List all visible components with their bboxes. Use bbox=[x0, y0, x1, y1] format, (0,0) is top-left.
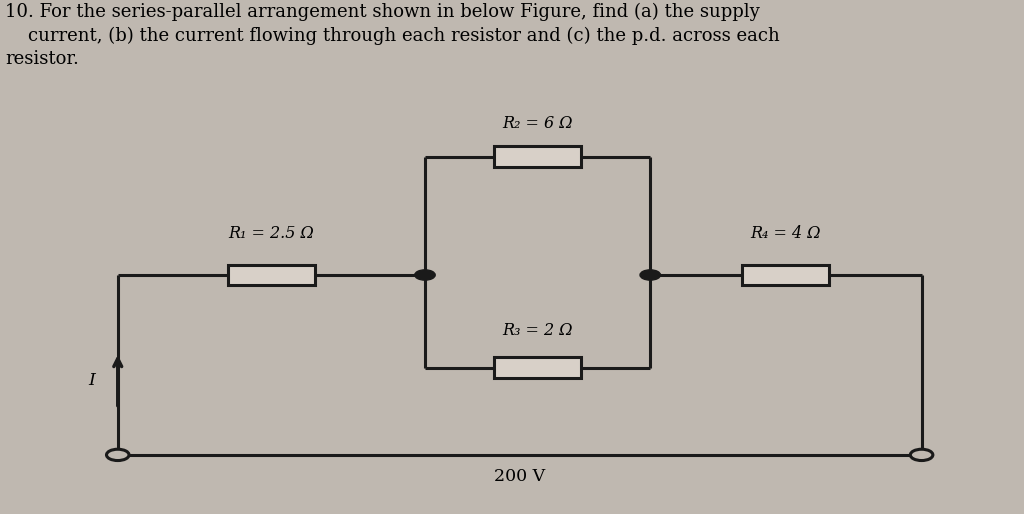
Circle shape bbox=[106, 449, 129, 461]
Bar bbox=[495, 357, 582, 378]
Circle shape bbox=[640, 270, 660, 280]
Bar bbox=[495, 146, 582, 167]
Text: I: I bbox=[88, 372, 95, 389]
Text: R₂ = 6 Ω: R₂ = 6 Ω bbox=[503, 115, 572, 132]
Text: 10. For the series-parallel arrangement shown in below Figure, find (a) the supp: 10. For the series-parallel arrangement … bbox=[5, 3, 780, 68]
Bar bbox=[742, 265, 829, 285]
Circle shape bbox=[910, 449, 933, 461]
Text: R₁ = 2.5 Ω: R₁ = 2.5 Ω bbox=[228, 225, 314, 242]
Text: R₃ = 2 Ω: R₃ = 2 Ω bbox=[503, 322, 572, 339]
Circle shape bbox=[415, 270, 435, 280]
Bar bbox=[227, 265, 315, 285]
Text: R₄ = 4 Ω: R₄ = 4 Ω bbox=[751, 225, 821, 242]
Text: 200 V: 200 V bbox=[495, 468, 545, 485]
